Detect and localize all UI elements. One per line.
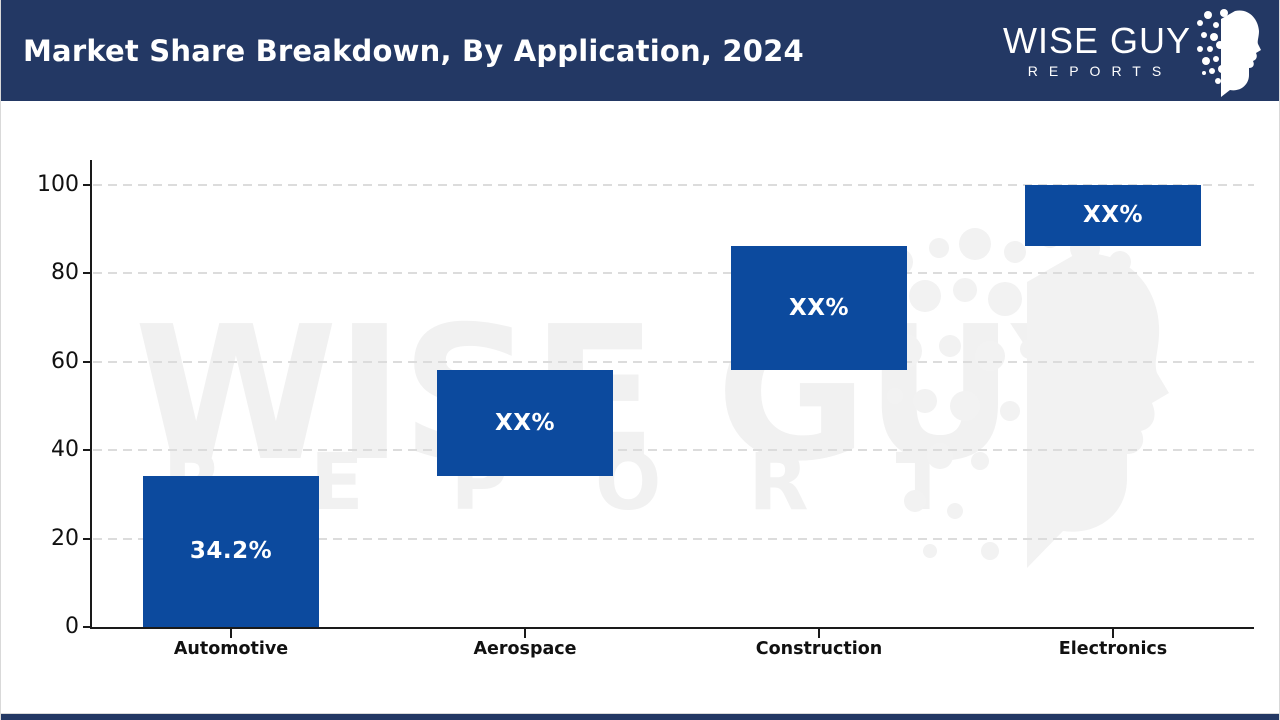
- y-tick-mark-0: [83, 626, 91, 628]
- gridline-100: [93, 184, 1254, 186]
- bar-value-label-electronics: XX%: [1082, 202, 1143, 229]
- brand-name: WISE GUY: [1002, 20, 1191, 61]
- bar-value-label-construction: XX%: [788, 294, 849, 321]
- y-tick-mark-60: [83, 360, 91, 363]
- y-tick-mark-20: [83, 537, 91, 540]
- bar-automotive: 34.2%: [143, 475, 319, 627]
- gridline-80: [93, 272, 1254, 275]
- y-tick-label-100: 100: [37, 172, 79, 197]
- bar-electronics: XX%: [1025, 185, 1201, 246]
- x-tick-mark-electronics: [1112, 629, 1114, 638]
- bar-value-label-automotive: 34.2%: [189, 538, 273, 565]
- x-tick-label-aerospace: Aerospace: [473, 639, 577, 659]
- y-tick-label-20: 20: [51, 525, 79, 551]
- header-bar: Market Share Breakdown, By Application, …: [1, 0, 1279, 101]
- brand-logo: WISE GUY REPORTS: [1003, 5, 1267, 97]
- x-axis-line: [90, 627, 1254, 629]
- bottom-frame-line: [1, 713, 1279, 714]
- y-tick-label-80: 80: [51, 260, 79, 286]
- x-tick-mark-construction: [818, 629, 820, 638]
- gridline-40: [93, 449, 1254, 452]
- gridline-60: [93, 360, 1254, 363]
- y-tick-mark-40: [83, 449, 91, 452]
- footer-accent-bar: [1, 714, 1279, 720]
- bar-value-label-aerospace: XX%: [494, 409, 555, 436]
- x-tick-label-construction: Construction: [755, 639, 883, 659]
- y-tick-label-60: 60: [51, 348, 79, 374]
- gridline-20: [93, 537, 1254, 540]
- dotted-head-logo-icon: [1197, 8, 1261, 97]
- bar-construction: XX%: [731, 245, 907, 370]
- x-tick-label-automotive: Automotive: [173, 639, 289, 659]
- page-title: Market Share Breakdown, By Application, …: [23, 33, 804, 68]
- y-axis-line: [90, 160, 92, 628]
- y-tick-label-0: 0: [65, 614, 79, 639]
- y-tick-mark-100: [83, 184, 91, 186]
- x-tick-label-electronics: Electronics: [1058, 639, 1168, 659]
- x-tick-mark-automotive: [230, 629, 232, 638]
- y-tick-mark-80: [83, 272, 91, 275]
- x-tick-mark-aerospace: [524, 629, 526, 638]
- y-tick-label-40: 40: [51, 437, 79, 463]
- brand-subtitle: REPORTS: [1027, 63, 1173, 79]
- bar-aerospace: XX%: [437, 369, 613, 476]
